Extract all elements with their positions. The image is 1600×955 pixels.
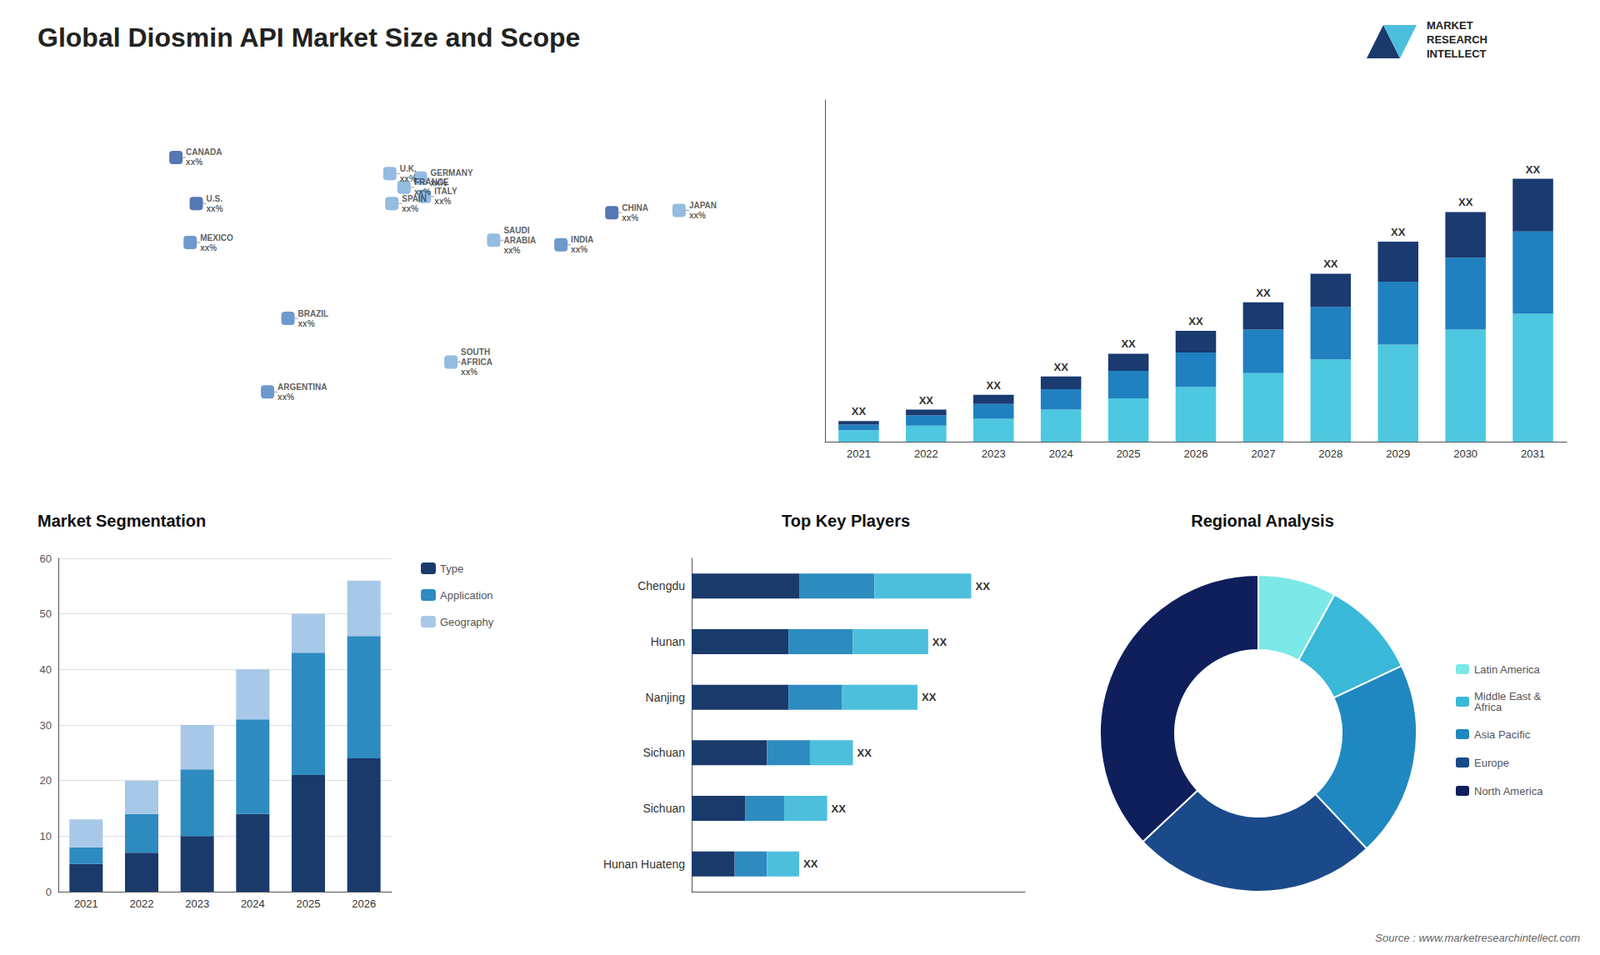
svg-text:2025: 2025: [296, 897, 321, 910]
svg-text:BRAZIL: BRAZIL: [298, 309, 330, 319]
svg-text:XX: XX: [1323, 257, 1339, 270]
svg-text:Hunan Huateng: Hunan Huateng: [603, 857, 685, 871]
svg-text:AFRICA: AFRICA: [460, 357, 493, 367]
svg-text:XX: XX: [1255, 286, 1271, 300]
svg-text:10: 10: [40, 830, 52, 843]
svg-text:0: 0: [45, 885, 52, 899]
svg-text:2026: 2026: [1184, 447, 1209, 460]
svg-text:xx%: xx%: [185, 157, 203, 167]
svg-text:30: 30: [40, 719, 52, 732]
svg-text:Top Key Players: Top Key Players: [781, 511, 910, 530]
svg-text:2025: 2025: [1116, 447, 1141, 460]
svg-text:2029: 2029: [1385, 447, 1410, 460]
svg-text:2022: 2022: [914, 447, 939, 460]
svg-text:Application: Application: [440, 589, 494, 602]
svg-text:Type: Type: [440, 562, 464, 575]
svg-text:SOUTH: SOUTH: [460, 347, 490, 357]
svg-text:XX: XX: [831, 802, 847, 815]
svg-text:INTELLECT: INTELLECT: [1426, 47, 1487, 60]
svg-text:Hunan: Hunan: [650, 635, 685, 649]
svg-text:XX: XX: [1458, 195, 1474, 209]
svg-text:40: 40: [40, 663, 52, 676]
svg-text:xx%: xx%: [277, 392, 295, 402]
svg-text:xx%: xx%: [430, 178, 448, 188]
svg-text:xx%: xx%: [206, 204, 224, 214]
svg-text:Geography: Geography: [440, 615, 495, 629]
svg-text:ARABIA: ARABIA: [503, 235, 536, 245]
svg-text:2024: 2024: [240, 897, 265, 910]
svg-text:2026: 2026: [351, 897, 376, 910]
svg-text:CHINA: CHINA: [621, 203, 649, 213]
svg-text:2030: 2030: [1453, 447, 1478, 460]
svg-text:XX: XX: [803, 857, 819, 870]
svg-text:xx%: xx%: [434, 196, 451, 206]
svg-text:2022: 2022: [130, 897, 155, 910]
svg-text:MARKET: MARKET: [1426, 19, 1474, 32]
svg-text:2023: 2023: [185, 897, 210, 910]
svg-text:xx%: xx%: [401, 204, 419, 214]
svg-text:GERMANY: GERMANY: [430, 168, 473, 178]
svg-text:XX: XX: [857, 746, 873, 760]
svg-text:2031: 2031: [1520, 447, 1545, 460]
svg-text:2027: 2027: [1250, 447, 1275, 460]
svg-text:60: 60: [40, 552, 52, 565]
svg-text:Chengdu: Chengdu: [637, 579, 685, 593]
svg-text:CANADA: CANADA: [185, 147, 222, 157]
svg-text:xx%: xx%: [399, 174, 417, 184]
svg-text:Latin America: Latin America: [1474, 663, 1541, 676]
svg-text:2024: 2024: [1049, 447, 1074, 460]
svg-text:50: 50: [40, 607, 52, 620]
svg-text:XX: XX: [851, 405, 867, 418]
svg-text:XX: XX: [919, 394, 935, 407]
svg-text:XX: XX: [932, 635, 948, 649]
svg-text:U.S.: U.S.: [206, 194, 224, 204]
svg-text:ARGENTINA: ARGENTINA: [277, 382, 327, 392]
svg-text:Nanjing: Nanjing: [645, 690, 685, 705]
svg-text:2023: 2023: [981, 447, 1006, 460]
svg-text:INDIA: INDIA: [570, 235, 594, 245]
svg-text:JAPAN: JAPAN: [689, 200, 717, 210]
svg-text:Sichuan: Sichuan: [642, 745, 685, 760]
svg-text:U.K.: U.K.: [400, 164, 417, 174]
svg-text:xx%: xx%: [503, 245, 520, 255]
svg-text:xx%: xx%: [460, 367, 478, 377]
svg-text:Sichuan: Sichuan: [642, 801, 685, 815]
svg-text:XX: XX: [1054, 360, 1070, 374]
svg-text:SPAIN: SPAIN: [401, 194, 427, 204]
svg-text:Regional Analysis: Regional Analysis: [1190, 511, 1335, 530]
svg-text:xx%: xx%: [298, 319, 315, 329]
svg-text:xx%: xx%: [689, 210, 706, 220]
svg-text:2021: 2021: [74, 897, 99, 910]
svg-text:XX: XX: [1525, 163, 1541, 176]
svg-text:2028: 2028: [1318, 447, 1343, 460]
svg-text:North America: North America: [1474, 785, 1544, 798]
svg-text:2021: 2021: [846, 447, 871, 460]
svg-text:Asia Pacific: Asia Pacific: [1474, 728, 1531, 741]
svg-text:XX: XX: [975, 580, 990, 593]
svg-text:xx%: xx%: [414, 187, 431, 197]
svg-text:ITALY: ITALY: [434, 186, 458, 196]
svg-text:Market Segmentation: Market Segmentation: [37, 511, 206, 530]
svg-text:XX: XX: [986, 379, 1002, 392]
svg-text:XX: XX: [1390, 225, 1406, 239]
svg-text:SAUDI: SAUDI: [503, 225, 530, 235]
svg-text:xx%: xx%: [200, 243, 217, 253]
svg-text:FRANCE: FRANCE: [414, 177, 450, 187]
svg-text:MEXICO: MEXICO: [200, 233, 234, 243]
svg-text:Middle East &: Middle East &: [1474, 690, 1541, 703]
svg-text:RESEARCH: RESEARCH: [1426, 33, 1488, 46]
svg-text:xx%: xx%: [570, 245, 588, 255]
svg-text:Europe: Europe: [1474, 756, 1510, 770]
svg-text:XX: XX: [1120, 337, 1136, 350]
svg-text:Source : www.marketresearchint: Source : www.marketresearchintellect.com: [1375, 931, 1580, 945]
svg-text:xx%: xx%: [621, 213, 639, 223]
svg-text:20: 20: [40, 774, 52, 787]
svg-text:XX: XX: [1188, 315, 1204, 328]
svg-text:Africa: Africa: [1474, 700, 1503, 714]
svg-text:XX: XX: [921, 690, 937, 704]
svg-text:Global Diosmin API Market Size: Global Diosmin API Market Size and Scope: [37, 22, 580, 53]
